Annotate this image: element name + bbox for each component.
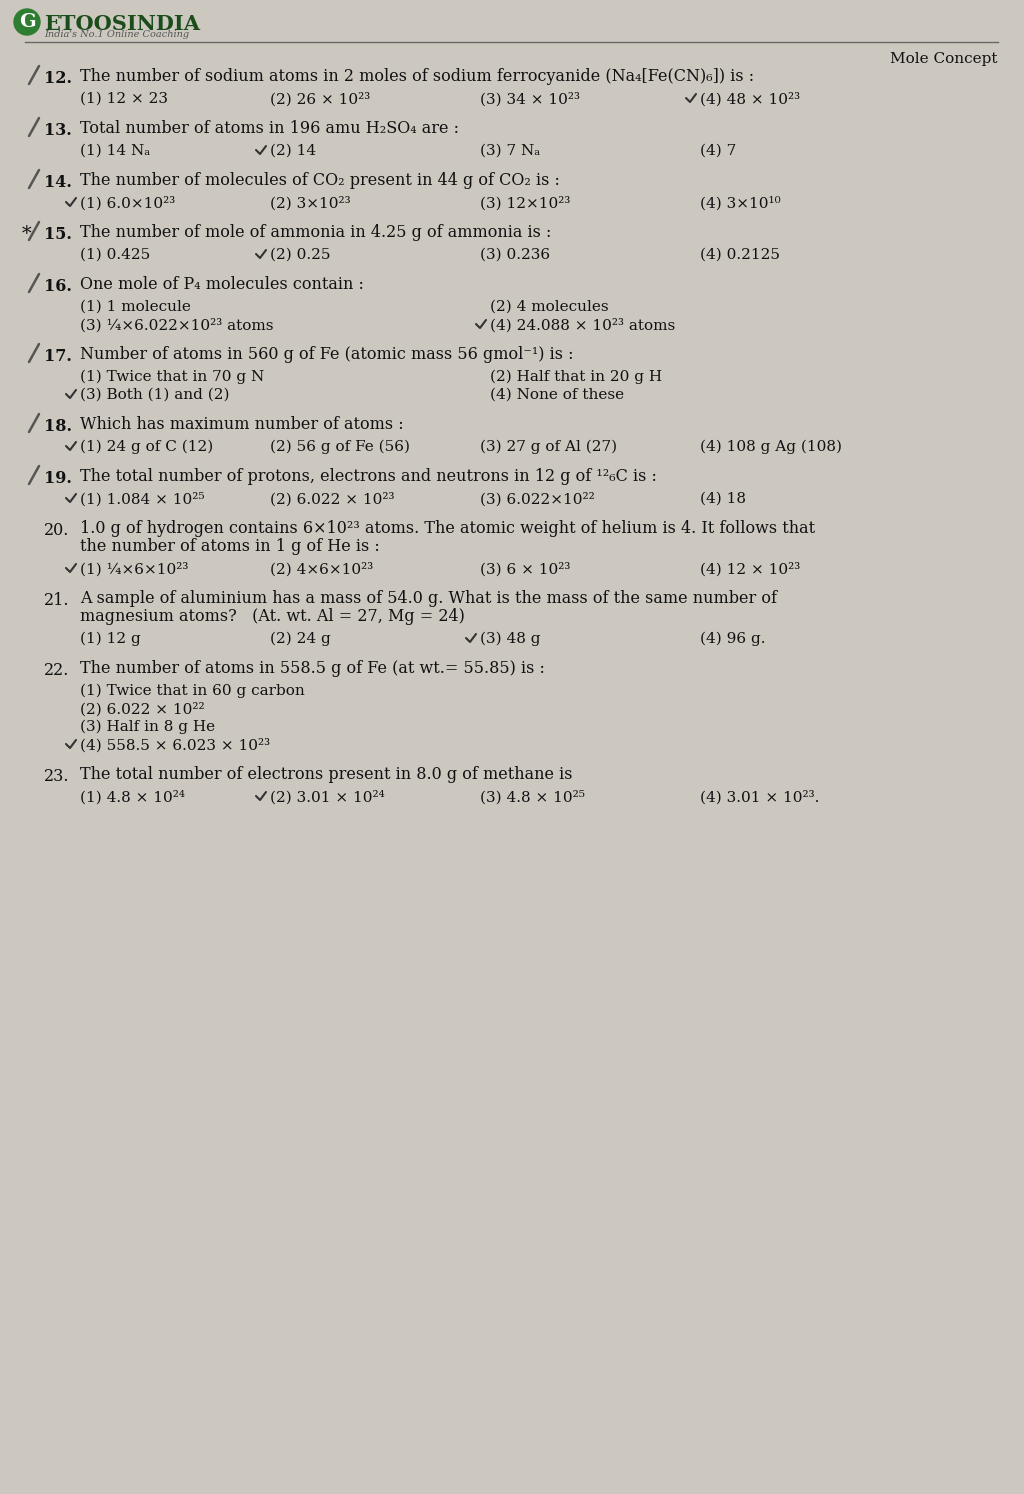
Text: (4) 3.01 × 10²³.: (4) 3.01 × 10²³. (700, 790, 819, 804)
Text: (3) Half in 8 g He: (3) Half in 8 g He (80, 720, 215, 735)
Text: (4) 0.2125: (4) 0.2125 (700, 248, 780, 261)
Text: *: * (22, 226, 32, 244)
Text: (4) None of these: (4) None of these (490, 388, 624, 402)
Text: (1) 14 Nₐ: (1) 14 Nₐ (80, 143, 151, 158)
Text: 13.: 13. (44, 123, 72, 139)
Text: (2) 4 molecules: (2) 4 molecules (490, 300, 608, 314)
Text: (3) 27 g of Al (27): (3) 27 g of Al (27) (480, 441, 617, 454)
Text: Which has maximum number of atoms :: Which has maximum number of atoms : (80, 415, 403, 433)
Text: The number of sodium atoms in 2 moles of sodium ferrocyanide (Na₄[Fe(CN)₆]) is :: The number of sodium atoms in 2 moles of… (80, 69, 754, 85)
Text: (3) 6.022×10²²: (3) 6.022×10²² (480, 492, 595, 506)
Text: (1) 1 molecule: (1) 1 molecule (80, 300, 190, 314)
Text: (3) 34 × 10²³: (3) 34 × 10²³ (480, 93, 580, 106)
Text: (4) 108 g Ag (108): (4) 108 g Ag (108) (700, 441, 842, 454)
Text: (2) 6.022 × 10²³: (2) 6.022 × 10²³ (270, 492, 394, 506)
Text: 17.: 17. (44, 348, 72, 365)
Text: (4) 7: (4) 7 (700, 143, 736, 158)
Text: (1) 24 g of C (12): (1) 24 g of C (12) (80, 441, 213, 454)
Text: (1) 0.425: (1) 0.425 (80, 248, 151, 261)
Text: (4) 48 × 10²³: (4) 48 × 10²³ (700, 93, 800, 106)
Text: ETOOSINDIA: ETOOSINDIA (44, 13, 200, 34)
Text: (2) 0.25: (2) 0.25 (270, 248, 331, 261)
Text: (4) 558.5 × 6.023 × 10²³: (4) 558.5 × 6.023 × 10²³ (80, 738, 270, 753)
Text: The number of atoms in 558.5 g of Fe (at wt.= 55.85) is :: The number of atoms in 558.5 g of Fe (at… (80, 660, 545, 677)
Circle shape (14, 9, 40, 34)
Text: (3) 4.8 × 10²⁵: (3) 4.8 × 10²⁵ (480, 790, 585, 804)
Text: (4) 96 g.: (4) 96 g. (700, 632, 766, 647)
Text: (2) 6.022 × 10²²: (2) 6.022 × 10²² (80, 702, 205, 716)
Text: magnesium atoms?   (At. wt. Al = 27, Mg = 24): magnesium atoms? (At. wt. Al = 27, Mg = … (80, 608, 465, 624)
Text: (4) 3×10¹⁰: (4) 3×10¹⁰ (700, 196, 780, 211)
Text: (2) 26 × 10²³: (2) 26 × 10²³ (270, 93, 371, 106)
Text: (3) Both (1) and (2): (3) Both (1) and (2) (80, 388, 229, 402)
Text: 18.: 18. (44, 418, 72, 435)
Text: (4) 24.088 × 10²³ atoms: (4) 24.088 × 10²³ atoms (490, 318, 675, 332)
Text: The total number of electrons present in 8.0 g of methane is: The total number of electrons present in… (80, 766, 572, 783)
Text: 12.: 12. (44, 70, 72, 87)
Text: (1) 6.0×10²³: (1) 6.0×10²³ (80, 196, 175, 211)
Text: 22.: 22. (44, 662, 70, 678)
Text: (3) 48 g: (3) 48 g (480, 632, 541, 647)
Text: The total number of protons, electrons and neutrons in 12 g of ¹²₆C is :: The total number of protons, electrons a… (80, 468, 656, 486)
Text: (2) 24 g: (2) 24 g (270, 632, 331, 647)
Text: (2) 56 g of Fe (56): (2) 56 g of Fe (56) (270, 441, 410, 454)
Text: Total number of atoms in 196 amu H₂SO₄ are :: Total number of atoms in 196 amu H₂SO₄ a… (80, 120, 459, 137)
Text: (3) 6 × 10²³: (3) 6 × 10²³ (480, 562, 570, 577)
Text: A sample of aluminium has a mass of 54.0 g. What is the mass of the same number : A sample of aluminium has a mass of 54.0… (80, 590, 777, 607)
Text: 15.: 15. (44, 226, 72, 244)
Text: 20.: 20. (44, 521, 70, 539)
Text: G: G (18, 13, 35, 31)
Text: (3) ¼×6.022×10²³ atoms: (3) ¼×6.022×10²³ atoms (80, 318, 273, 332)
Text: (2) 3×10²³: (2) 3×10²³ (270, 196, 350, 211)
Text: The number of mole of ammonia in 4.25 g of ammonia is :: The number of mole of ammonia in 4.25 g … (80, 224, 551, 241)
Text: 16.: 16. (44, 278, 72, 294)
Text: 14.: 14. (44, 173, 72, 191)
Text: Number of atoms in 560 g of Fe (atomic mass 56 gmol⁻¹) is :: Number of atoms in 560 g of Fe (atomic m… (80, 347, 573, 363)
Text: (4) 18: (4) 18 (700, 492, 746, 506)
Text: (2) Half that in 20 g H: (2) Half that in 20 g H (490, 371, 663, 384)
Text: (1) 1.084 × 10²⁵: (1) 1.084 × 10²⁵ (80, 492, 205, 506)
Text: (4) 12 × 10²³: (4) 12 × 10²³ (700, 562, 800, 577)
Text: 19.: 19. (44, 471, 72, 487)
Text: 23.: 23. (44, 768, 70, 784)
Text: (3) 12×10²³: (3) 12×10²³ (480, 196, 570, 211)
Text: (2) 4×6×10²³: (2) 4×6×10²³ (270, 562, 374, 577)
Text: The number of molecules of CO₂ present in 44 g of CO₂ is :: The number of molecules of CO₂ present i… (80, 172, 560, 190)
Text: (1) 12 g: (1) 12 g (80, 632, 140, 647)
Text: (1) ¼×6×10²³: (1) ¼×6×10²³ (80, 562, 188, 577)
Text: Mole Concept: Mole Concept (891, 52, 998, 66)
Text: (2) 14: (2) 14 (270, 143, 316, 158)
Text: (3) 7 Nₐ: (3) 7 Nₐ (480, 143, 541, 158)
Text: 21.: 21. (44, 592, 70, 610)
Text: 1.0 g of hydrogen contains 6×10²³ atoms. The atomic weight of helium is 4. It fo: 1.0 g of hydrogen contains 6×10²³ atoms.… (80, 520, 815, 536)
Text: (1) Twice that in 70 g N: (1) Twice that in 70 g N (80, 371, 264, 384)
Text: One mole of P₄ molecules contain :: One mole of P₄ molecules contain : (80, 276, 364, 293)
Text: the number of atoms in 1 g of He is :: the number of atoms in 1 g of He is : (80, 538, 380, 554)
Text: (1) Twice that in 60 g carbon: (1) Twice that in 60 g carbon (80, 684, 305, 698)
Text: (1) 4.8 × 10²⁴: (1) 4.8 × 10²⁴ (80, 790, 185, 804)
Text: India's No.1 Online Coaching: India's No.1 Online Coaching (44, 30, 189, 39)
Text: (3) 0.236: (3) 0.236 (480, 248, 550, 261)
Text: (1) 12 × 23: (1) 12 × 23 (80, 93, 168, 106)
Text: (2) 3.01 × 10²⁴: (2) 3.01 × 10²⁴ (270, 790, 385, 804)
